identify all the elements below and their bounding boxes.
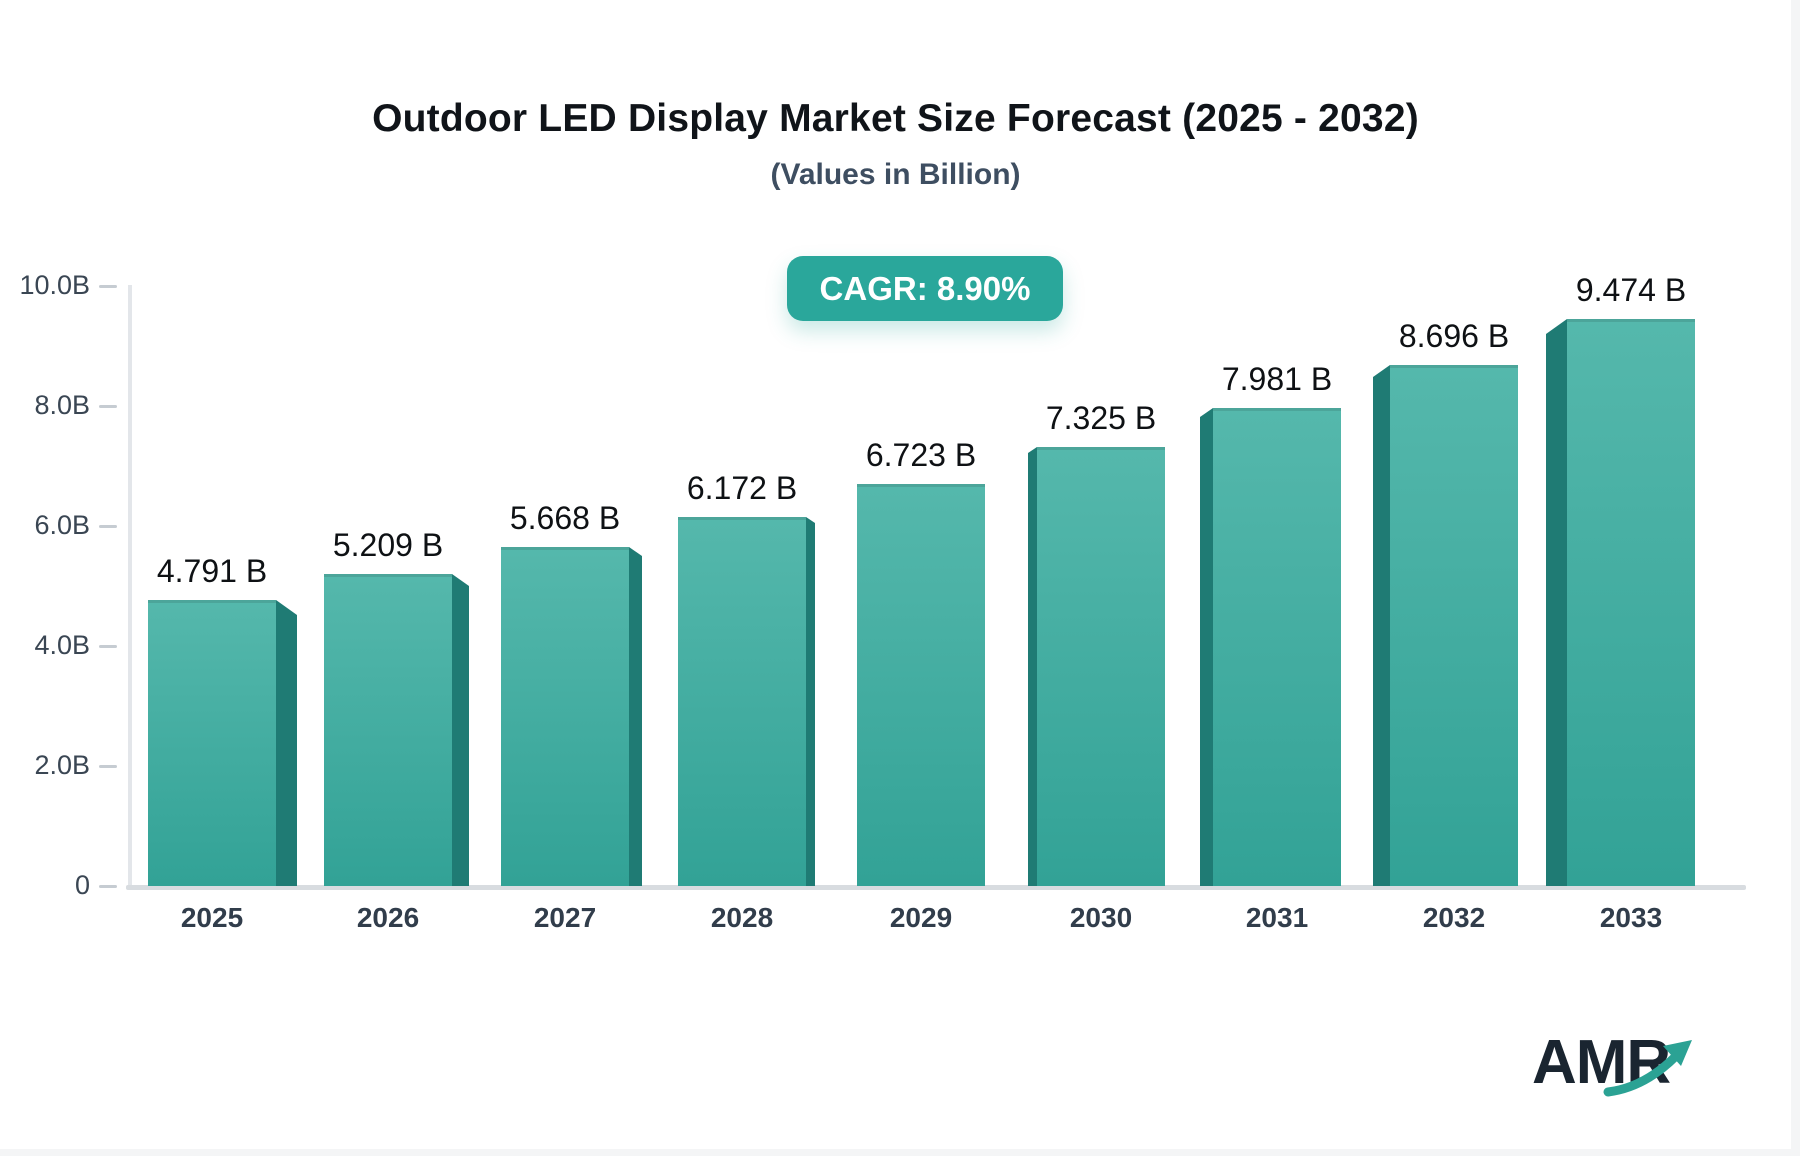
bar-value-label: 6.723 B [865,437,977,473]
bar-2028 [678,517,806,886]
cagr-badge: CAGR: 8.90% [787,256,1063,321]
bar-2032 [1390,365,1518,886]
x-axis-label-2033: 2033 [1599,902,1663,933]
bar-side-face-2026 [452,574,469,886]
bar-value-label: 7.981 B [1221,361,1333,397]
x-axis-label-2025: 2025 [180,902,244,933]
chart-subtitle: (Values in Billion) [770,158,1021,191]
bar-value-label: 5.668 B [509,500,621,536]
y-axis-tick-label: 4.0B [34,630,90,660]
x-axis-baseline [126,885,1746,890]
x-axis-label-2026: 2026 [356,902,420,933]
amr-logo: AMR [1532,1032,1732,1112]
bar-value-label: 7.325 B [1045,400,1157,436]
y-axis-line [128,285,132,887]
y-axis-tick-mark [99,885,117,888]
bar-2030 [1037,447,1165,886]
cagr-badge-label: CAGR: 8.90% [819,269,1031,307]
bar-value-label: 9.474 B [1575,272,1687,308]
bar-value-label: 8.696 B [1398,318,1510,354]
y-axis-tick-label: 10.0B [19,270,90,300]
bar-side-face-2033 [1546,319,1567,886]
growth-arrow-icon [1603,1040,1692,1097]
bar-2029 [857,484,985,886]
bar-side-face-2028 [806,517,815,886]
y-axis-tick-mark [99,525,117,528]
x-axis-label-2029: 2029 [889,902,953,933]
y-axis-tick-label: 2.0B [34,750,90,780]
y-axis-tick-label: 8.0B [34,390,90,420]
chart-title: Outdoor LED Display Market Size Forecast… [372,97,1419,140]
bar-side-face-2027 [629,547,642,886]
bar-2031 [1213,408,1341,886]
y-axis-tick-mark [99,645,117,648]
x-axis-label-2030: 2030 [1069,902,1133,933]
bar-value-label: 5.209 B [332,527,444,563]
bar-2026 [324,574,452,886]
x-axis-label-2028: 2028 [710,902,774,933]
bar-2025 [148,600,276,886]
bar-side-face-2031 [1200,408,1213,886]
bar-side-face-2030 [1028,447,1037,886]
bar-side-face-2032 [1373,365,1390,886]
x-axis-label-2032: 2032 [1422,902,1486,933]
y-axis-tick-label: 0 [74,870,90,900]
y-axis-tick-mark [99,285,117,288]
bar-value-label: 4.791 B [156,553,268,589]
y-axis-tick-mark [99,765,117,768]
x-axis-label-2027: 2027 [533,902,597,933]
y-axis-tick-label: 6.0B [34,510,90,540]
bar-value-label: 6.172 B [686,470,798,506]
bar-side-face-2025 [276,600,297,886]
bar-2027 [501,547,629,886]
bar-2033 [1567,319,1695,886]
x-axis-label-2031: 2031 [1245,902,1309,933]
y-axis-tick-mark [99,405,117,408]
